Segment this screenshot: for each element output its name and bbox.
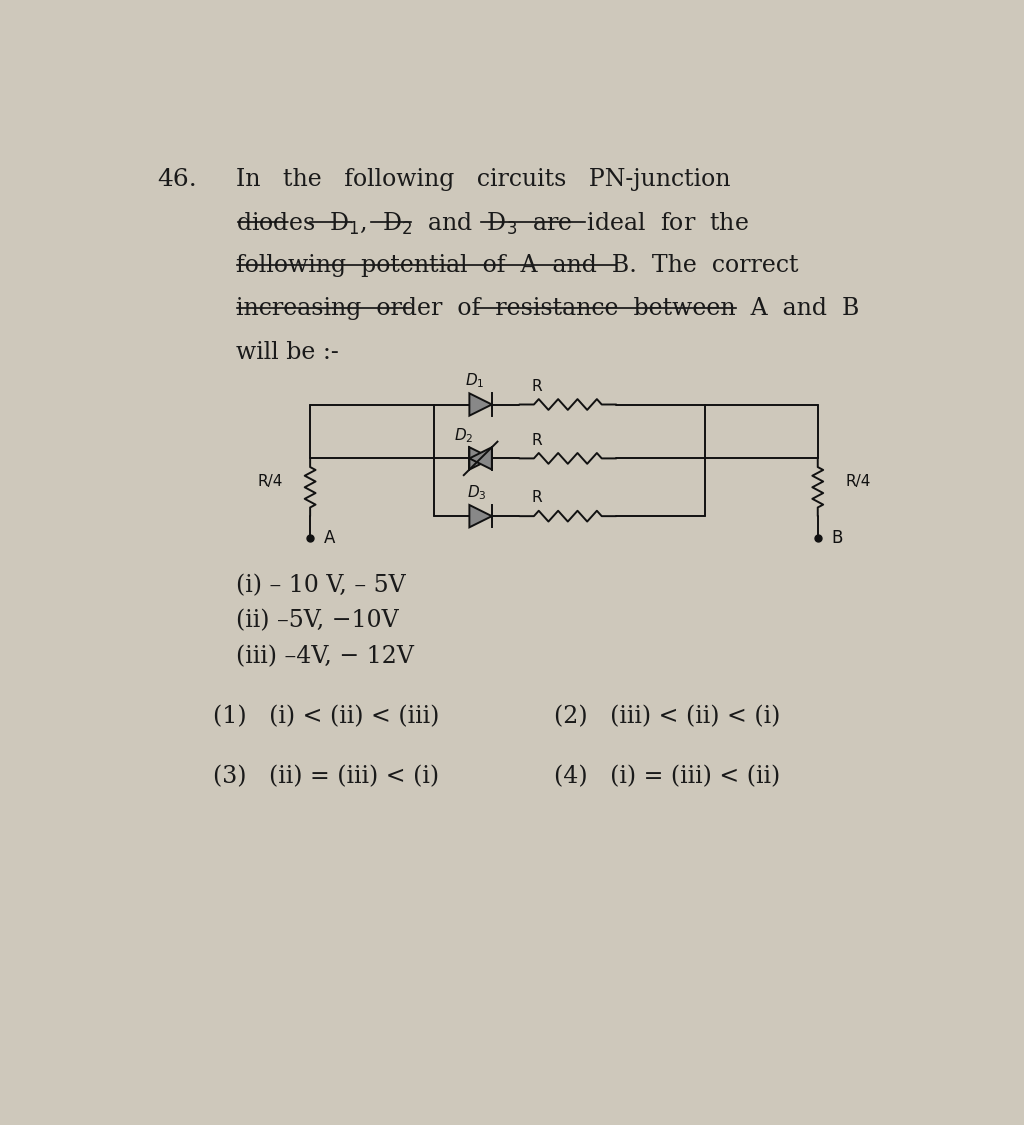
Text: R: R [531, 490, 542, 505]
Polygon shape [469, 505, 492, 528]
Text: In   the   following   circuits   PN-junction: In the following circuits PN-junction [237, 168, 731, 191]
Text: D$_1$: D$_1$ [465, 371, 484, 390]
Text: R/4: R/4 [846, 474, 870, 489]
Polygon shape [469, 448, 492, 469]
Text: following  potential  of  A  and  B.  The  correct: following potential of A and B. The corr… [237, 254, 799, 278]
Text: R/4: R/4 [257, 474, 283, 489]
Text: D$_3$: D$_3$ [467, 484, 486, 502]
Text: A: A [324, 529, 336, 547]
Text: (iii) –4V, − 12V: (iii) –4V, − 12V [237, 645, 415, 668]
Text: (ii) –5V, −10V: (ii) –5V, −10V [237, 610, 399, 632]
Polygon shape [469, 448, 492, 469]
Text: (i) – 10 V, – 5V: (i) – 10 V, – 5V [237, 574, 407, 597]
Text: diodes  D$_1$,  D$_2$  and  D$_3$  are  ideal  for  the: diodes D$_1$, D$_2$ and D$_3$ are ideal … [237, 212, 750, 237]
Polygon shape [469, 394, 492, 415]
Text: (3)   (ii) = (iii) < (i): (3) (ii) = (iii) < (i) [213, 765, 439, 787]
Text: R: R [531, 433, 542, 448]
Text: (1)   (i) < (ii) < (iii): (1) (i) < (ii) < (iii) [213, 704, 439, 728]
Text: increasing  order  of  resistance  between  A  and  B: increasing order of resistance between A… [237, 297, 860, 321]
Text: B: B [831, 529, 843, 547]
Text: (4)   (i) = (iii) < (ii): (4) (i) = (iii) < (ii) [554, 765, 780, 787]
Text: (2)   (iii) < (ii) < (i): (2) (iii) < (ii) < (i) [554, 704, 780, 728]
Text: 46.: 46. [158, 168, 198, 191]
Text: D$_2$: D$_2$ [454, 426, 473, 446]
Text: R: R [531, 379, 542, 394]
Text: will be :-: will be :- [237, 341, 339, 363]
